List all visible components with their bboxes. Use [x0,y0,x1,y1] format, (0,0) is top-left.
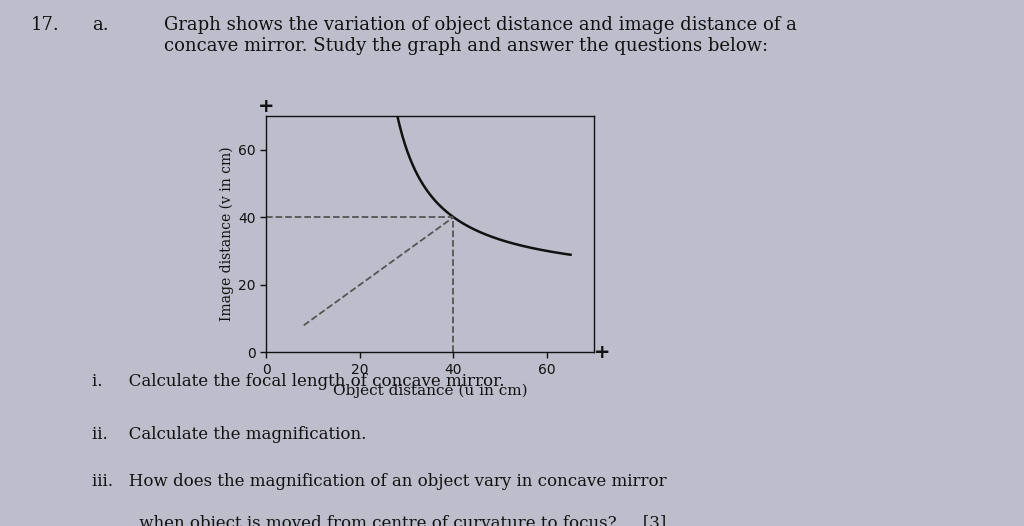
Text: ii.    Calculate the magnification.: ii. Calculate the magnification. [92,426,367,443]
Y-axis label: Image distance (v in cm): Image distance (v in cm) [219,147,234,321]
Text: when object is moved from centre of curvature to focus?     [3]: when object is moved from centre of curv… [92,515,667,526]
Text: a.: a. [92,16,109,34]
Text: +: + [594,343,610,362]
Text: iii.   How does the magnification of an object vary in concave mirror: iii. How does the magnification of an ob… [92,473,667,490]
Text: +: + [258,97,274,116]
X-axis label: Object distance (u in cm): Object distance (u in cm) [333,384,527,398]
Text: i.     Calculate the focal length of concave mirror.: i. Calculate the focal length of concave… [92,373,505,390]
Text: Graph shows the variation of object distance and image distance of a
concave mir: Graph shows the variation of object dist… [164,16,797,55]
Text: 17.: 17. [31,16,59,34]
